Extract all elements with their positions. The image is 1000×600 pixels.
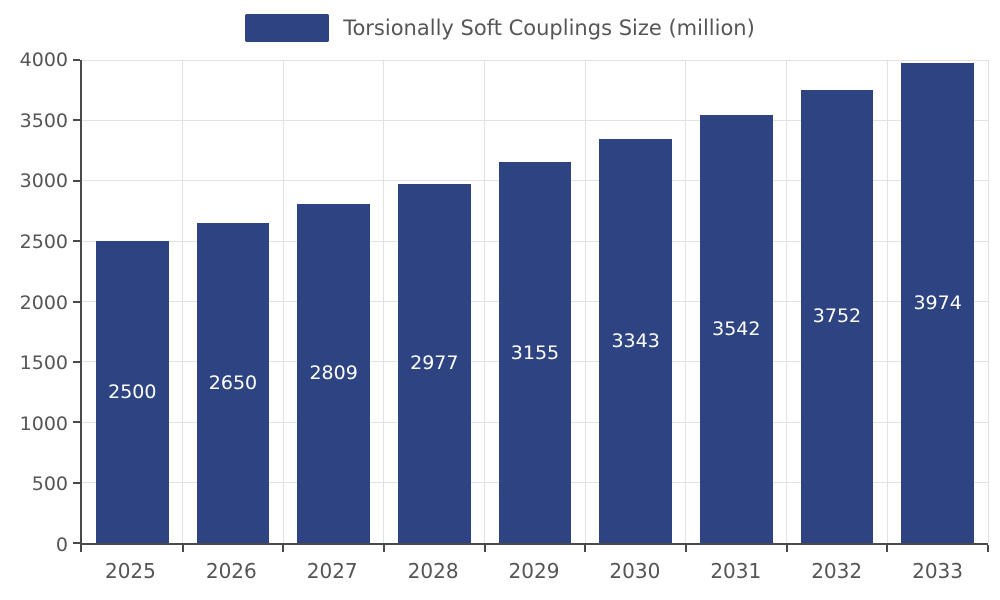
x-tick-label: 2031 <box>710 559 762 583</box>
bar: 3343 <box>599 139 672 543</box>
bar-value-label: 2809 <box>309 362 358 385</box>
gridline-vertical <box>987 60 989 543</box>
x-tick-label: 2026 <box>205 559 257 583</box>
x-tick-label: 2032 <box>811 559 863 583</box>
x-tick-label: 2028 <box>407 559 459 583</box>
y-axis-tick <box>73 300 80 303</box>
legend-swatch <box>245 14 330 42</box>
y-tick-label: 1500 <box>19 352 68 375</box>
gridline-vertical <box>282 60 284 543</box>
x-axis-tick <box>886 545 889 552</box>
y-tick-label: 0 <box>55 534 68 556</box>
x-axis-tick <box>382 545 385 552</box>
legend[interactable]: Torsionally Soft Couplings Size (million… <box>0 14 1000 42</box>
gridline-horizontal <box>82 119 988 121</box>
x-tick-label: 2029 <box>508 559 560 583</box>
y-axis-tick <box>73 240 80 243</box>
y-axis-tick <box>73 59 80 61</box>
x-tick-label: 2033 <box>912 559 963 583</box>
bar-value-label: 2500 <box>108 381 157 404</box>
bar-value-label: 2650 <box>208 372 258 394</box>
bar: 2650 <box>196 223 270 543</box>
gridline-vertical <box>584 60 586 543</box>
bar: 2809 <box>297 203 370 543</box>
gridline-vertical <box>886 60 888 543</box>
y-tick-label: 500 <box>31 473 68 496</box>
bar: 2500 <box>96 241 169 543</box>
bar: 3974 <box>901 63 974 543</box>
x-axis-tick <box>282 545 285 552</box>
bar: 3752 <box>800 89 874 543</box>
x-axis-tick <box>987 545 989 552</box>
x-axis: 2025 2026 2027 2028 2029 2030 2031 2032 2033 <box>80 545 988 600</box>
x-axis-tick <box>181 545 184 552</box>
x-tick-label: 2030 <box>609 559 661 583</box>
y-axis-tick <box>73 179 80 182</box>
bar-value-label: 3343 <box>611 330 660 353</box>
y-axis-tick <box>73 119 80 122</box>
gridline-vertical <box>182 60 184 543</box>
x-tick-label: 2027 <box>306 559 358 583</box>
gridline-vertical <box>383 60 385 543</box>
legend-label: Torsionally Soft Couplings Size (million… <box>343 16 755 40</box>
x-axis-tick <box>684 545 687 552</box>
y-tick-label: 1000 <box>19 412 68 435</box>
gridline-vertical <box>484 60 486 543</box>
y-tick-label: 3500 <box>19 109 68 132</box>
x-axis-tick <box>483 545 486 552</box>
y-tick-label: 2000 <box>19 291 68 314</box>
bar-value-label: 3542 <box>712 318 761 341</box>
bar: 2977 <box>398 183 471 543</box>
bar-value-label: 3752 <box>812 305 862 328</box>
y-axis-tick <box>73 421 80 424</box>
bar: 3155 <box>498 162 572 543</box>
y-axis-tick <box>73 542 80 544</box>
y-tick-label: 3000 <box>19 170 68 193</box>
plot-area: 2500 2650 2809 2977 3155 3343 3542 3752 3974 <box>73 59 989 552</box>
x-tick-label: 2025 <box>104 559 156 583</box>
gridline-vertical <box>685 60 687 543</box>
bar-value-label: 3155 <box>510 341 560 364</box>
gridline-horizontal <box>82 59 988 61</box>
x-axis-tick <box>785 545 788 552</box>
y-axis: 0 500 1000 1500 2000 2500 3000 3500 4000 <box>0 49 68 556</box>
y-tick-label: 2500 <box>19 230 68 253</box>
y-axis-tick <box>73 481 80 484</box>
bar: 3542 <box>700 115 773 543</box>
gridline-vertical <box>786 60 788 543</box>
y-tick-label: 4000 <box>19 49 68 71</box>
bar-value-label: 3974 <box>913 292 962 315</box>
x-axis-tick <box>584 545 587 552</box>
x-axis-tick <box>80 545 82 552</box>
bar-value-label: 2977 <box>410 352 459 375</box>
y-axis-tick <box>73 360 80 363</box>
